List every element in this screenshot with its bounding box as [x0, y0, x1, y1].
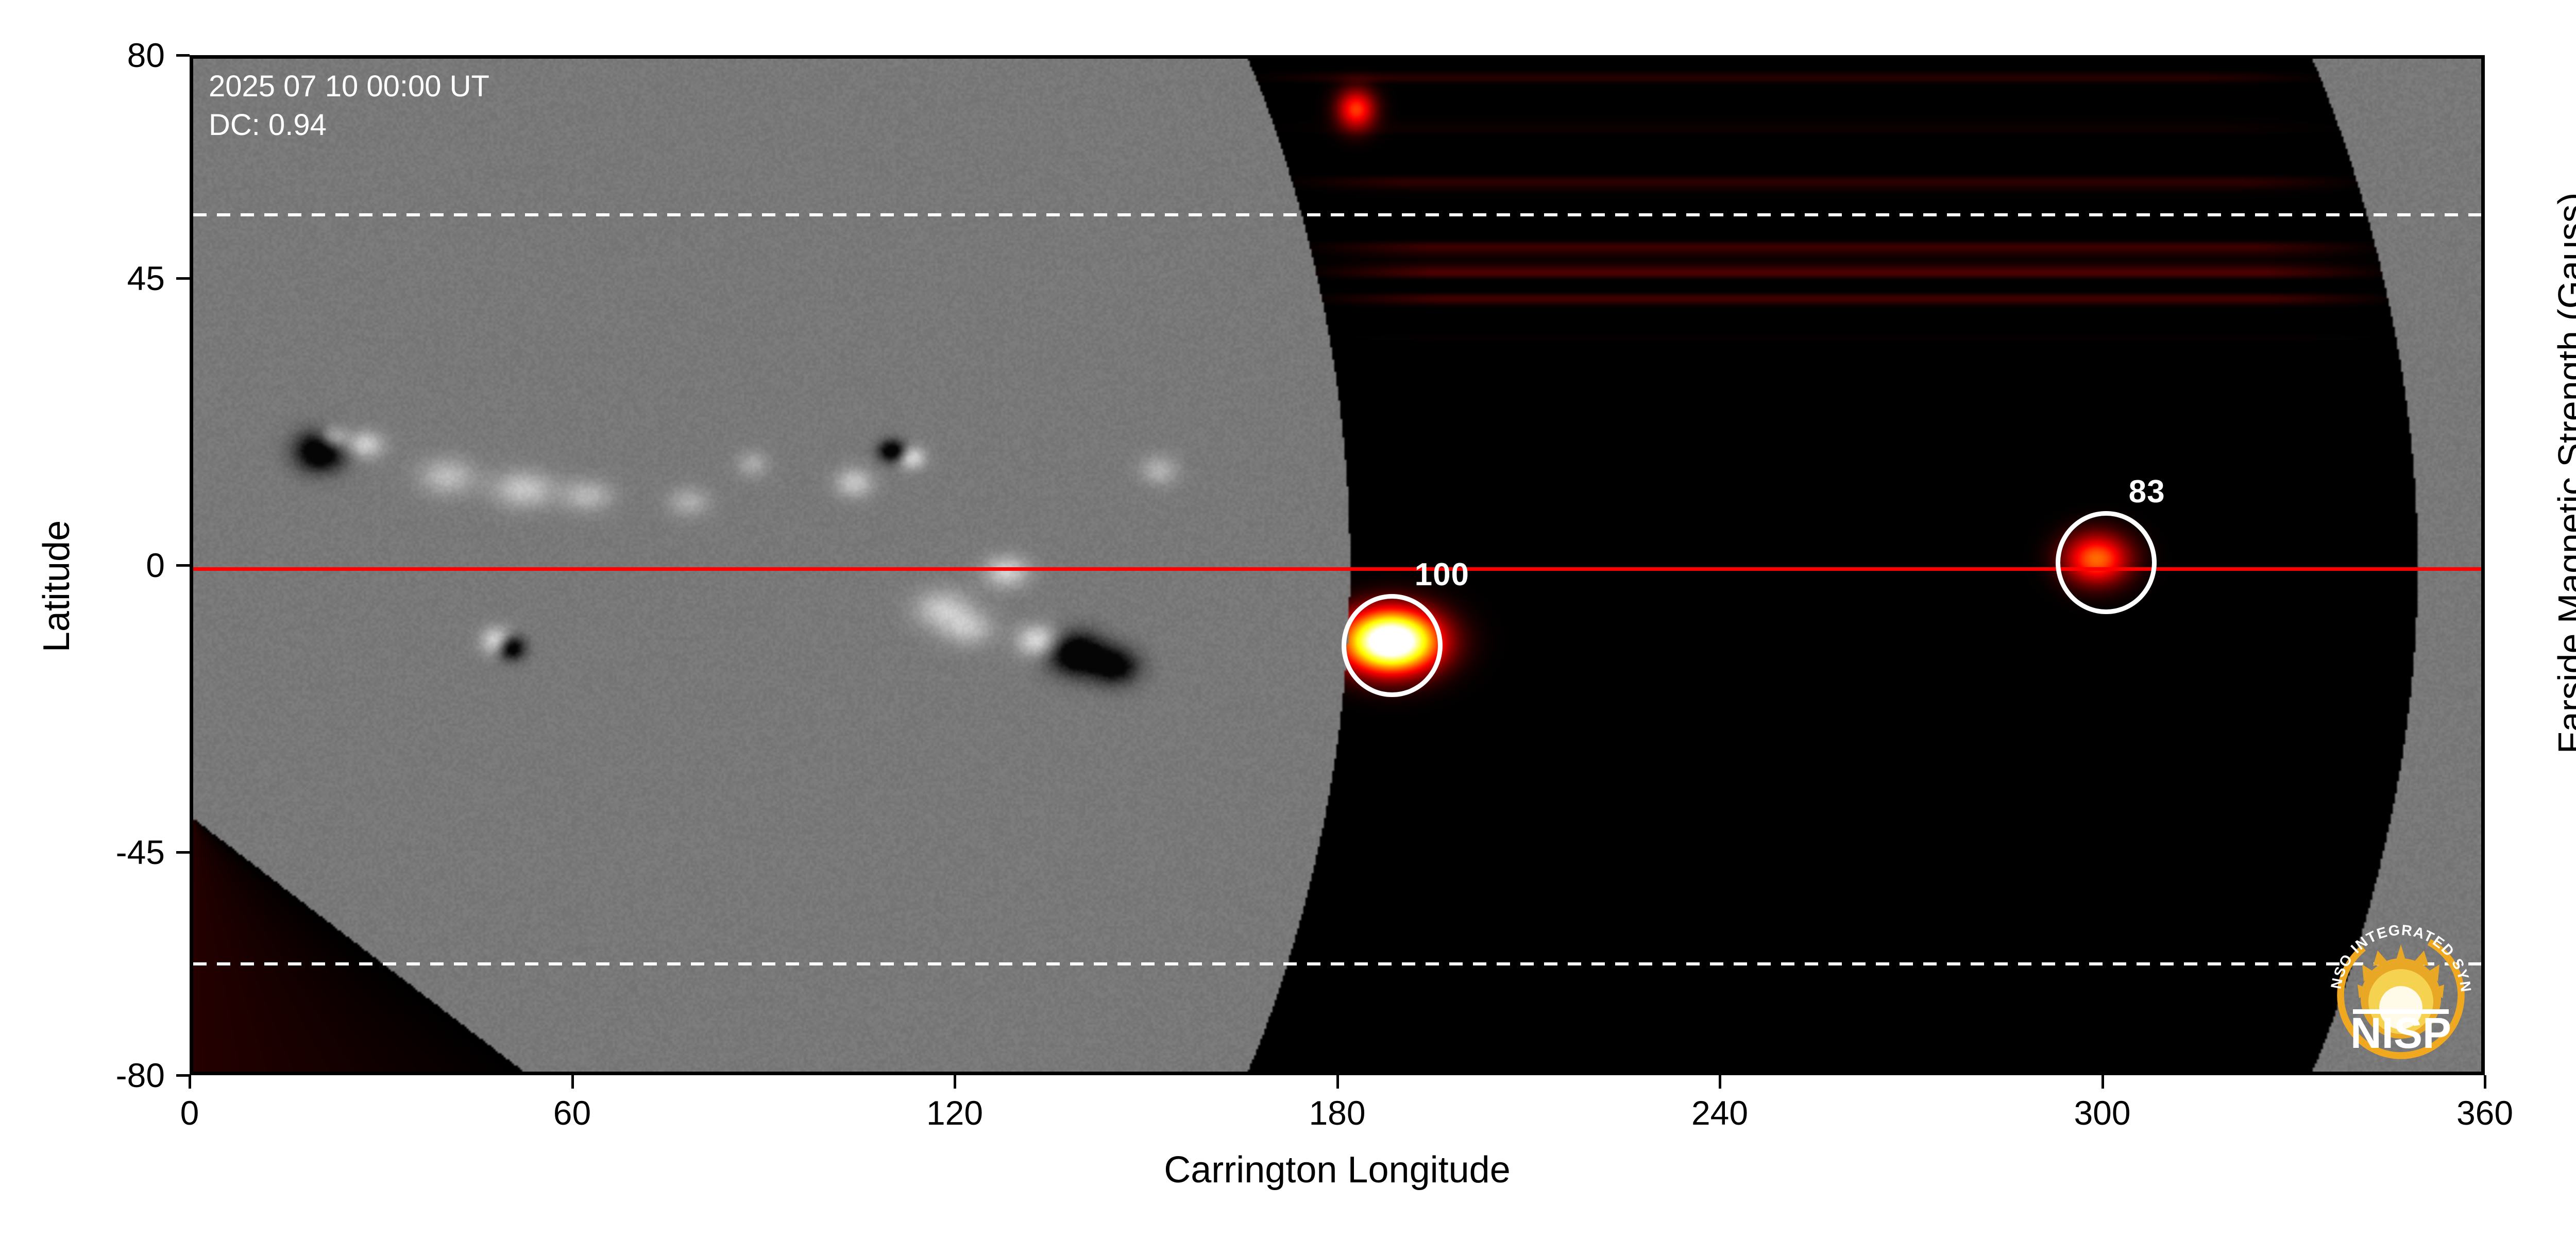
y-tick [176, 851, 190, 854]
active-region-circle-83 [2055, 511, 2157, 614]
x-tick-label: 60 [553, 1094, 591, 1132]
y-tick [176, 277, 190, 280]
x-tick [1336, 1075, 1339, 1089]
dashed-latitude-line-north [193, 213, 2481, 217]
x-tick [2101, 1075, 2104, 1089]
timestamp-overlay: 2025 07 10 00:00 UT DC: 0.94 [209, 70, 489, 142]
active-region-label-100: 100 [1414, 556, 1470, 592]
y-axis-title: Latitude [36, 520, 77, 653]
y-tick-label: -45 [115, 833, 165, 871]
x-tick-label: 240 [1691, 1094, 1749, 1132]
y-tick [176, 1074, 190, 1077]
x-tick-label: 300 [2074, 1094, 2131, 1132]
y-tick [176, 564, 190, 567]
magnetogram-plot-area: 100 83 2025 07 10 00:00 UT DC: 0.94 [190, 55, 2485, 1075]
x-tick [1719, 1075, 1721, 1089]
farside-colorbar-title: Farside Magnetic Strength (Gauss) [2551, 192, 2576, 754]
y-tick-label: 80 [127, 36, 165, 74]
y-tick-label: 45 [127, 259, 165, 298]
x-tick-label: 360 [2456, 1094, 2514, 1132]
equator-line [193, 567, 2481, 571]
x-tick [189, 1075, 191, 1089]
svg-text:NISP: NISP [2350, 1009, 2451, 1057]
x-tick-label: 120 [926, 1094, 984, 1132]
y-tick [176, 54, 190, 57]
y-tick-label: -80 [115, 1056, 165, 1094]
dashed-latitude-line-south [193, 962, 2481, 966]
x-axis-title: Carrington Longitude [1164, 1149, 1511, 1191]
active-region-label-83: 83 [2128, 473, 2165, 510]
x-tick-label: 0 [180, 1094, 199, 1132]
x-tick [2484, 1075, 2486, 1089]
x-tick [571, 1075, 574, 1089]
x-tick-label: 180 [1309, 1094, 1366, 1132]
y-tick-label: 0 [146, 546, 165, 584]
x-tick [954, 1075, 956, 1089]
nisp-logo: NSO INTEGRATED SYNOPTIC PROGRAM NISP [2324, 918, 2478, 1072]
active-region-circle-100 [1341, 593, 1443, 697]
